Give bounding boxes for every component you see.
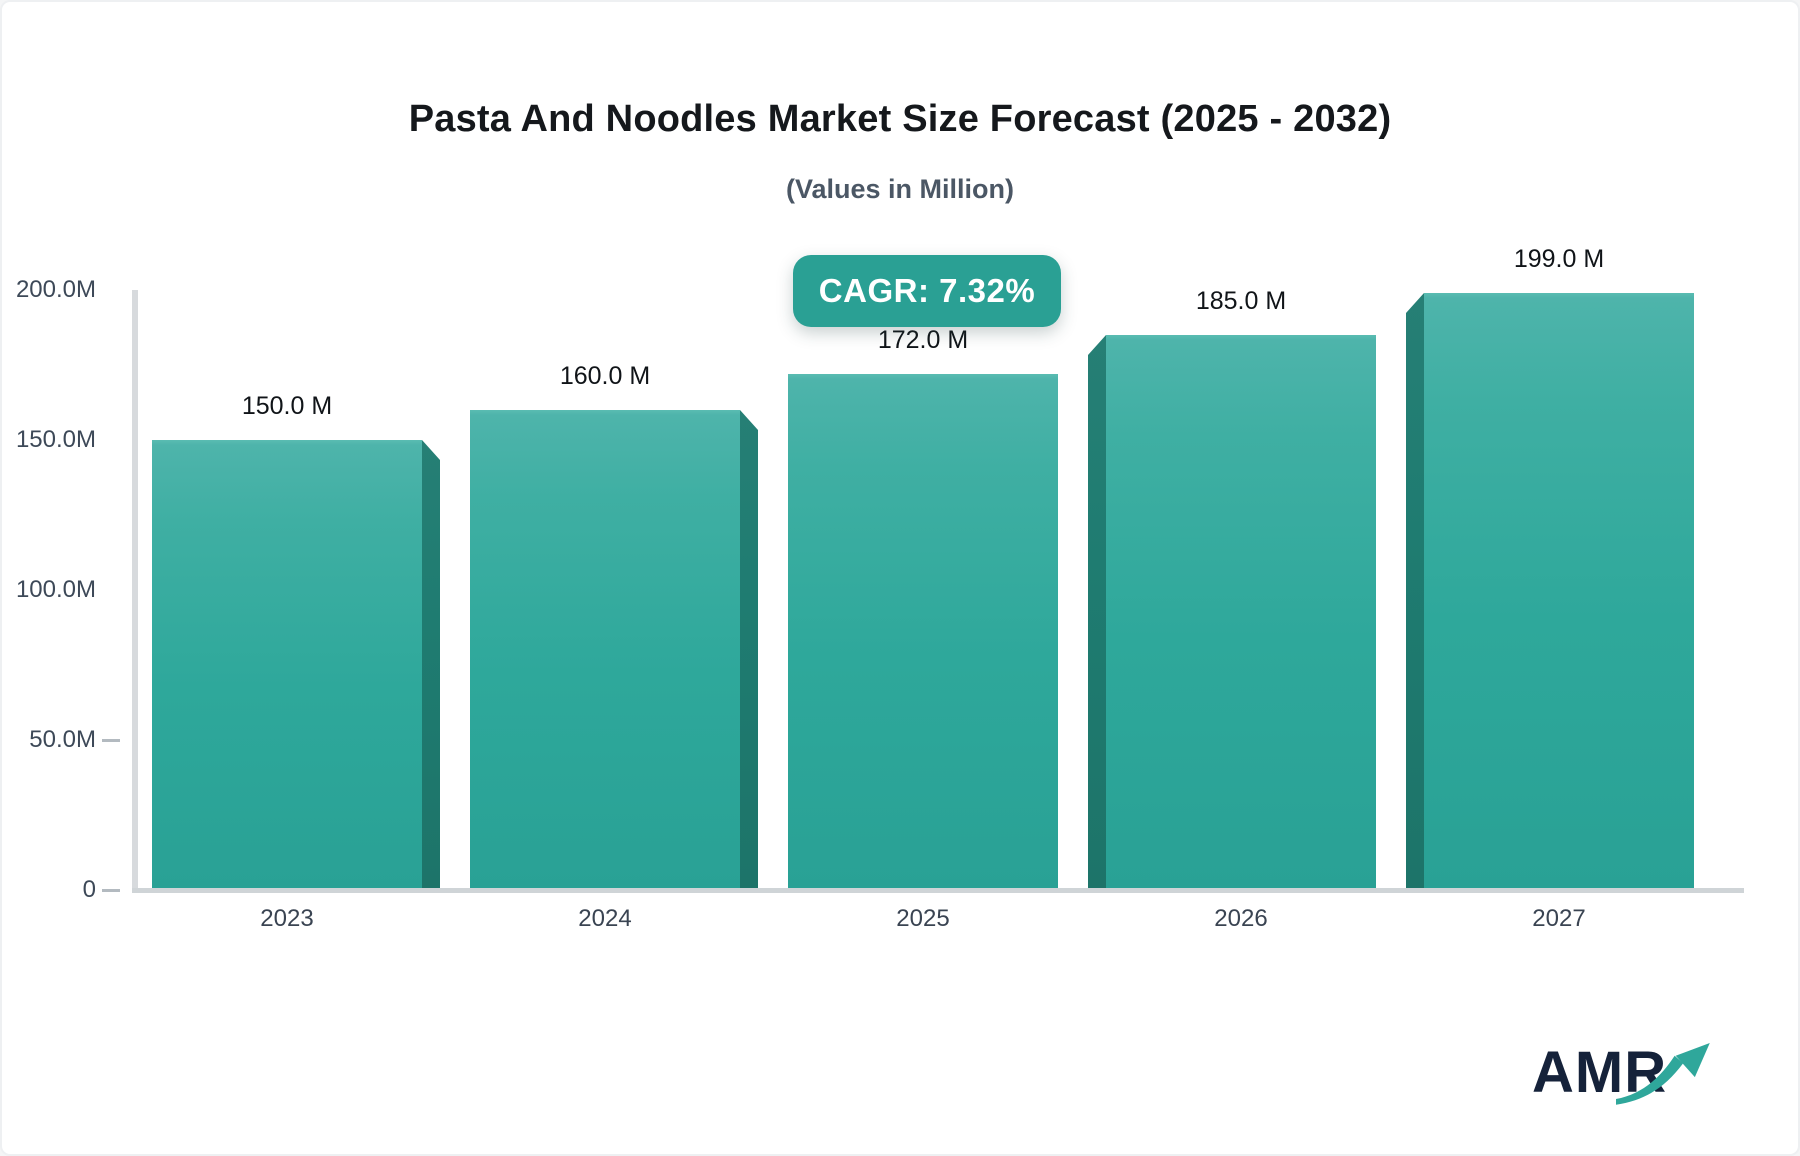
y-axis-tick-mark [102, 739, 120, 742]
x-axis-label-2027: 2027 [1532, 905, 1586, 932]
bar-value-label-2024: 160.0 M [559, 362, 651, 390]
x-axis-label-2025: 2025 [896, 905, 950, 932]
x-axis-baseline [132, 888, 1744, 893]
cagr-badge-label: CAGR: 7.32% [818, 272, 1036, 309]
bar-side-face-2026 [1088, 335, 1106, 890]
chart-subtitle: (Values in Million) [785, 174, 1015, 204]
bar-value-label-2026: 185.0 M [1195, 287, 1287, 315]
y-axis-tick-mark [102, 889, 120, 892]
bar-2026 [1106, 335, 1376, 890]
amr-logo: AMR [1524, 1035, 1734, 1121]
bar-2025 [788, 374, 1058, 890]
y-axis-tick-label-150.0M: 150.0M [15, 426, 96, 453]
y-axis-tick-label-0: 0 [82, 876, 96, 903]
bar-side-face-2024 [740, 410, 758, 890]
y-axis-line [132, 290, 138, 890]
x-axis-label-2024: 2024 [578, 905, 632, 932]
bar-side-face-2023 [422, 440, 440, 890]
y-axis-tick-label-50.0M: 50.0M [29, 726, 96, 753]
bar-2027 [1424, 293, 1694, 890]
x-axis-label-2023: 2023 [260, 905, 314, 932]
x-axis-label-2026: 2026 [1214, 905, 1268, 932]
bar-value-label-2025: 172.0 M [877, 326, 969, 354]
growth-arrow-icon [1616, 1043, 1710, 1105]
chart-title: Pasta And Noodles Market Size Forecast (… [408, 98, 1392, 140]
bar-2024 [470, 410, 740, 890]
bar-value-label-2027: 199.0 M [1513, 245, 1605, 273]
bar-value-label-2023: 150.0 M [241, 392, 333, 420]
cagr-badge: CAGR: 7.32% [793, 255, 1061, 327]
bar-2023 [152, 440, 422, 890]
y-axis-tick-label-200.0M: 200.0M [15, 276, 96, 303]
bar-side-face-2027 [1406, 293, 1424, 890]
y-axis-tick-label-100.0M: 100.0M [15, 576, 96, 603]
